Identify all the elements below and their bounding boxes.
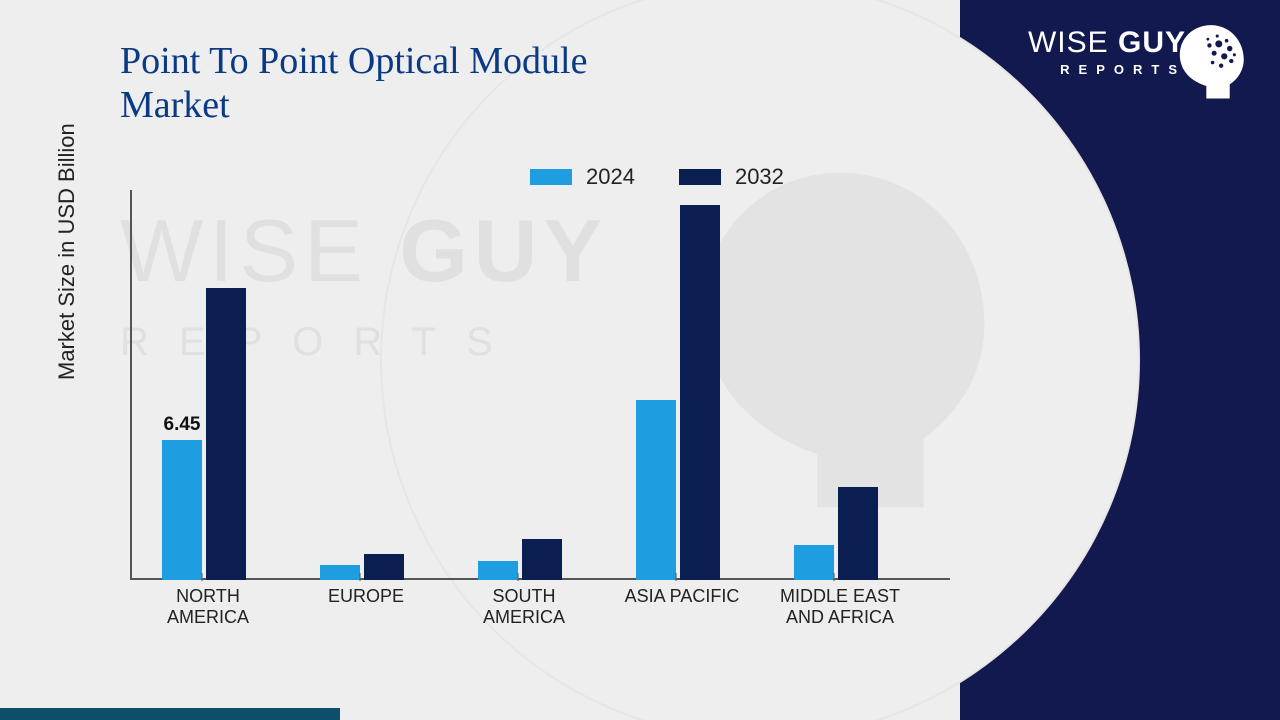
data-label: 6.45	[152, 414, 212, 436]
legend-swatch-2032	[679, 169, 721, 185]
legend: 2024 2032	[530, 164, 784, 190]
x-tick	[518, 573, 519, 581]
brand-logo: WISE GUY REPORTS	[1028, 28, 1250, 77]
category-label: ASIA PACIFIC	[612, 586, 752, 607]
bar-2024	[478, 561, 518, 581]
legend-swatch-2024	[530, 169, 572, 185]
bar-2024	[636, 400, 676, 580]
bar-2032	[522, 539, 562, 580]
bar-chart: Market Size in USD Billion 2024 2032 6.4…	[60, 160, 960, 680]
y-axis-label: Market Size in USD Billion	[54, 123, 80, 380]
bar-2024	[794, 545, 834, 580]
bar-2032	[206, 288, 246, 581]
bar-2032	[680, 205, 720, 580]
legend-label-2024: 2024	[586, 164, 635, 190]
bar-2024	[162, 440, 202, 580]
bar-2032	[838, 487, 878, 580]
category-label: EUROPE	[296, 586, 436, 607]
legend-item-2024: 2024	[530, 164, 635, 190]
category-label: SOUTH AMERICA	[454, 586, 594, 627]
legend-item-2032: 2032	[679, 164, 784, 190]
x-tick	[360, 573, 361, 581]
bar-2024	[320, 565, 360, 580]
y-axis-line	[130, 190, 132, 580]
category-label: MIDDLE EAST AND AFRICA	[770, 586, 910, 627]
x-tick	[202, 573, 203, 581]
page-root: WISE GUY REPORTS Point To Point Optical …	[0, 0, 1280, 720]
plot-area: 6.45NORTH AMERICAEUROPESOUTH AMERICAASIA…	[130, 190, 950, 580]
x-tick	[676, 573, 677, 581]
bar-2032	[364, 554, 404, 580]
category-label: NORTH AMERICA	[138, 586, 278, 627]
x-tick	[834, 573, 835, 581]
chart-title: Point To Point Optical Module Market	[120, 40, 680, 127]
bottom-accent-bar	[0, 708, 340, 720]
brand-head-icon	[1172, 22, 1250, 100]
legend-label-2032: 2032	[735, 164, 784, 190]
